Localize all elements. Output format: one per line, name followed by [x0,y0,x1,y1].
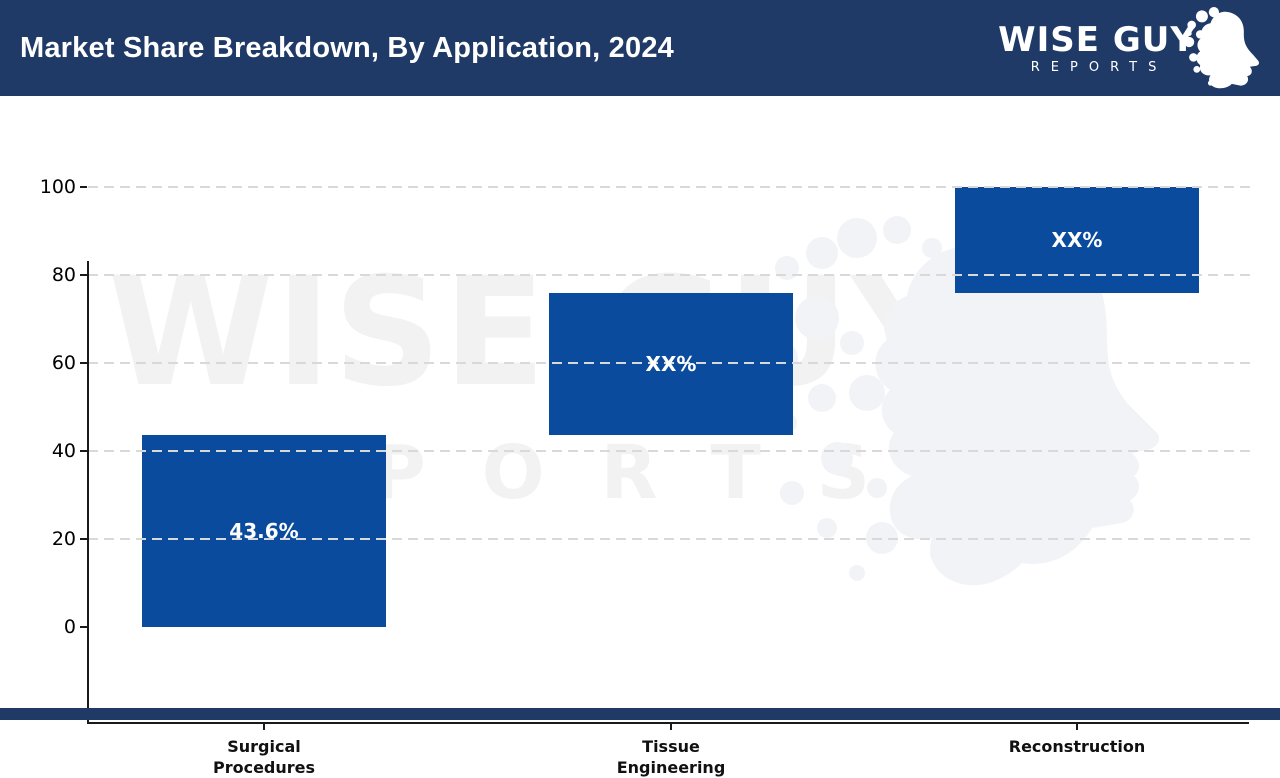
bar-value-label-2: XX% [1051,227,1103,252]
x-axis-tick-0 [263,724,265,730]
gridline-100 [88,186,1252,188]
y-axis-tick-40 [80,450,87,452]
bar-value-label-0: 43.6% [229,519,299,544]
y-axis-label-80: 80 [51,264,76,286]
y-axis-tick-20 [80,538,87,540]
footer-bar [0,708,1280,720]
gridline-60 [88,362,1252,364]
wiseguy-logo-brand: WISE GUY [998,19,1196,60]
x-axis-tick-1 [670,724,672,730]
x-axis-line [87,722,1249,724]
y-axis-label-20: 20 [51,528,76,550]
y-axis-label-60: 60 [51,352,76,374]
x-axis-label-2: Reconstruction [1008,737,1146,756]
wiseguy-logo: WISE GUY REPORTS [998,6,1266,90]
y-axis-tick-0 [80,626,87,628]
bar-0 [142,435,386,627]
y-axis-label-0: 0 [63,616,76,638]
x-axis-label-0: Surgical Procedures [212,737,316,777]
header-bar: Market Share Breakdown, By Application, … [0,0,1280,96]
gridline-40 [88,450,1252,452]
x-axis-tick-2 [1076,724,1078,730]
x-axis-label-1: Tissue Engineering [616,737,726,777]
bar-value-label-1: XX% [645,351,697,376]
wiseguy-face-icon [1184,7,1259,89]
wiseguy-logo-sub: REPORTS [1030,59,1168,75]
y-axis-tick-60 [80,362,87,364]
y-axis-tick-80 [80,274,87,276]
y-axis-label-40: 40 [51,440,76,462]
wiseguy-logo-text: WISE GUY REPORTS [998,23,1196,74]
y-axis-line [87,261,89,724]
y-axis-label-100: 100 [39,176,76,198]
gridline-80 [88,274,1252,276]
gridline-20 [88,538,1252,540]
page-title: Market Share Breakdown, By Application, … [20,31,674,64]
y-axis-tick-100 [80,186,87,188]
